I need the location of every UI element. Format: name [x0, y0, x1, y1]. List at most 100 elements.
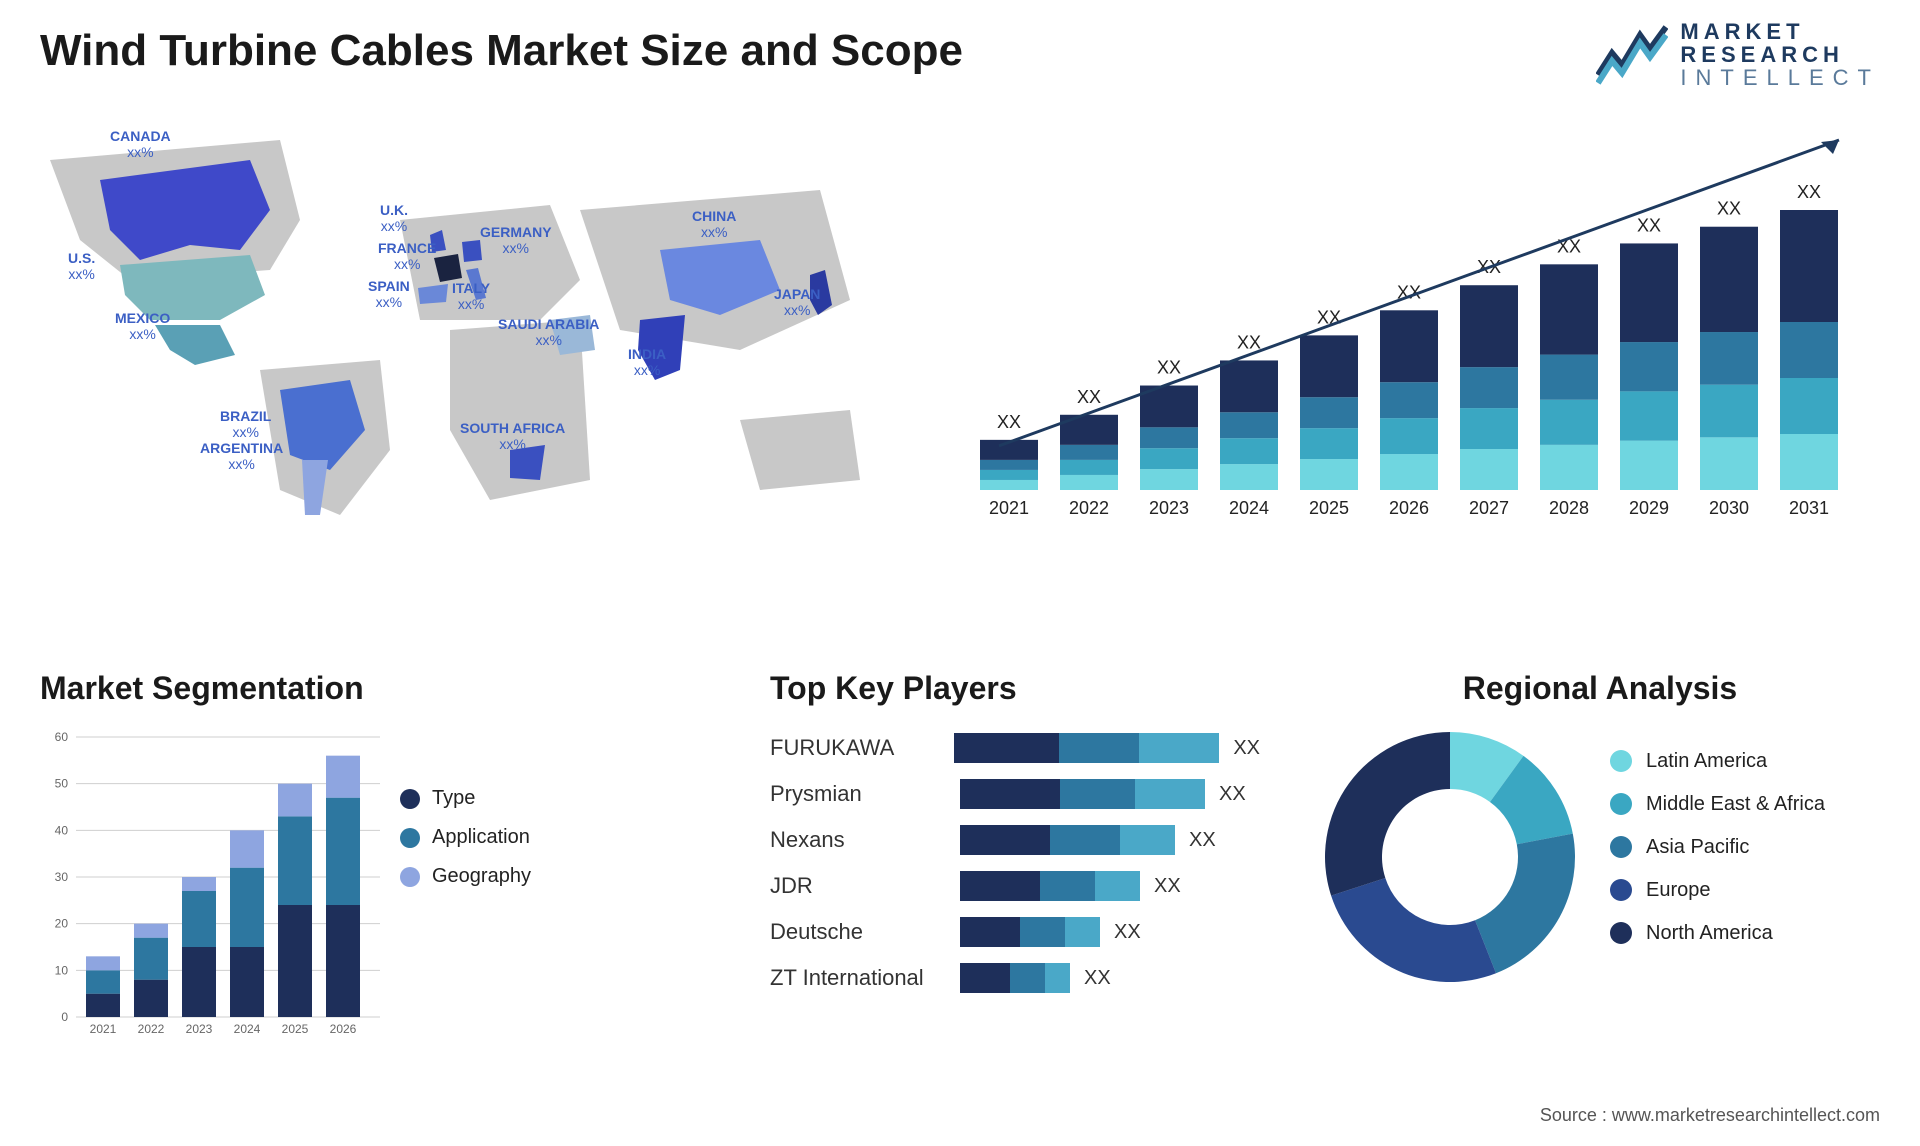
growth-year-label: 2028: [1549, 498, 1589, 518]
growth-bar-value: XX: [997, 412, 1021, 432]
seg-bar-segment: [230, 868, 264, 947]
source-label: Source : www.marketresearchintellect.com: [1540, 1105, 1880, 1126]
regional-legend-item: North America: [1610, 922, 1825, 945]
seg-ytick: 30: [55, 870, 69, 884]
growth-bar-segment: [1540, 264, 1598, 354]
seg-bar-segment: [278, 905, 312, 1017]
seg-bar-segment: [278, 784, 312, 817]
seg-bar-segment: [134, 924, 168, 938]
player-bar-segment: [1020, 917, 1065, 947]
player-row: FURUKAWA XX: [770, 731, 1260, 765]
player-bar: [960, 779, 1205, 809]
growth-bar-segment: [1300, 459, 1358, 490]
growth-year-label: 2025: [1309, 498, 1349, 518]
growth-bar-segment: [1780, 210, 1838, 322]
growth-year-label: 2026: [1389, 498, 1429, 518]
seg-year-label: 2026: [330, 1022, 357, 1036]
seg-legend-label: Geography: [432, 865, 531, 888]
growth-year-label: 2030: [1709, 498, 1749, 518]
player-row: NexansXX: [770, 823, 1260, 857]
growth-year-label: 2023: [1149, 498, 1189, 518]
player-bar-segment: [1139, 733, 1219, 763]
seg-bar-segment: [230, 830, 264, 867]
player-row: PrysmianXX: [770, 777, 1260, 811]
growth-bar-segment: [1060, 475, 1118, 490]
legend-dot-icon: [1610, 750, 1632, 772]
map-label: CANADAxx%: [110, 128, 171, 160]
seg-bar-segment: [134, 980, 168, 1017]
growth-bar-segment: [1140, 427, 1198, 448]
seg-legend-item: Application: [400, 826, 531, 849]
growth-year-label: 2031: [1789, 498, 1829, 518]
segmentation-title: Market Segmentation: [40, 670, 560, 707]
player-bar-segment: [1045, 963, 1070, 993]
seg-ytick: 0: [61, 1010, 68, 1024]
player-row: ZT InternationalXX: [770, 961, 1260, 995]
player-value: XX: [1189, 829, 1216, 852]
player-name: FURUKAWA: [770, 735, 954, 761]
growth-bar-chart: XX2021XX2022XX2023XX2024XX2025XX2026XX20…: [960, 120, 1880, 520]
map-label: CHINAxx%: [692, 208, 736, 240]
growth-bar-segment: [1460, 449, 1518, 490]
growth-bar-segment: [1220, 360, 1278, 412]
legend-dot-icon: [1610, 793, 1632, 815]
seg-year-label: 2023: [186, 1022, 213, 1036]
map-label: MEXICOxx%: [115, 310, 170, 342]
growth-year-label: 2027: [1469, 498, 1509, 518]
seg-ytick: 10: [55, 963, 69, 977]
world-map: CANADAxx%U.S.xx%MEXICOxx%BRAZILxx%ARGENT…: [20, 120, 940, 520]
player-name: Prysmian: [770, 781, 960, 807]
player-value: XX: [1084, 967, 1111, 990]
map-label: GERMANYxx%: [480, 224, 552, 256]
regional-legend-item: Asia Pacific: [1610, 836, 1825, 859]
regional-title: Regional Analysis: [1320, 670, 1880, 707]
player-bar: [960, 825, 1175, 855]
logo-line3: INTELLECT: [1680, 66, 1880, 89]
growth-bar-value: XX: [1077, 387, 1101, 407]
growth-bar-value: XX: [1237, 332, 1261, 352]
regional-legend-label: Latin America: [1646, 750, 1767, 773]
player-bar: [960, 963, 1070, 993]
growth-bar-segment: [1540, 355, 1598, 400]
player-bar-segment: [960, 871, 1040, 901]
growth-bar-segment: [1620, 243, 1678, 342]
growth-bar-segment: [1300, 335, 1358, 397]
seg-bar-segment: [182, 947, 216, 1017]
growth-bar-segment: [1700, 437, 1758, 490]
growth-bar-segment: [980, 470, 1038, 480]
regional-legend-label: Asia Pacific: [1646, 836, 1749, 859]
growth-bar-segment: [1540, 400, 1598, 445]
player-name: Deutsche: [770, 919, 960, 945]
seg-bar-segment: [86, 970, 120, 993]
growth-bar-segment: [1060, 460, 1118, 475]
growth-bar-segment: [980, 480, 1038, 490]
segmentation-section: Market Segmentation 01020304050602021202…: [40, 670, 560, 1057]
growth-bar-value: XX: [1717, 199, 1741, 219]
growth-bar-segment: [1460, 285, 1518, 367]
growth-bar-segment: [1700, 227, 1758, 332]
regional-legend-label: Middle East & Africa: [1646, 793, 1825, 816]
player-bar-segment: [960, 825, 1050, 855]
segmentation-chart: 0102030405060202120222023202420252026 Ty…: [40, 727, 560, 1057]
player-bar-segment: [1065, 917, 1100, 947]
player-row: JDRXX: [770, 869, 1260, 903]
growth-bar-segment: [980, 460, 1038, 470]
donut-slice: [1475, 834, 1575, 974]
growth-bar-segment: [1780, 322, 1838, 378]
player-row: DeutscheXX: [770, 915, 1260, 949]
growth-bar-segment: [1380, 454, 1438, 490]
growth-bar-segment: [1780, 434, 1838, 490]
player-value: XX: [1233, 737, 1260, 760]
player-bar-segment: [1095, 871, 1140, 901]
map-label: ARGENTINAxx%: [200, 440, 283, 472]
seg-ytick: 50: [55, 777, 69, 791]
seg-ytick: 40: [55, 823, 69, 837]
map-region-germany: [462, 240, 482, 262]
legend-dot-icon: [400, 828, 420, 848]
map-label: U.S.xx%: [68, 250, 95, 282]
player-bar-segment: [960, 963, 1010, 993]
growth-bar-segment: [1300, 397, 1358, 428]
growth-year-label: 2024: [1229, 498, 1269, 518]
player-bar-segment: [1060, 779, 1135, 809]
player-bar: [960, 871, 1140, 901]
